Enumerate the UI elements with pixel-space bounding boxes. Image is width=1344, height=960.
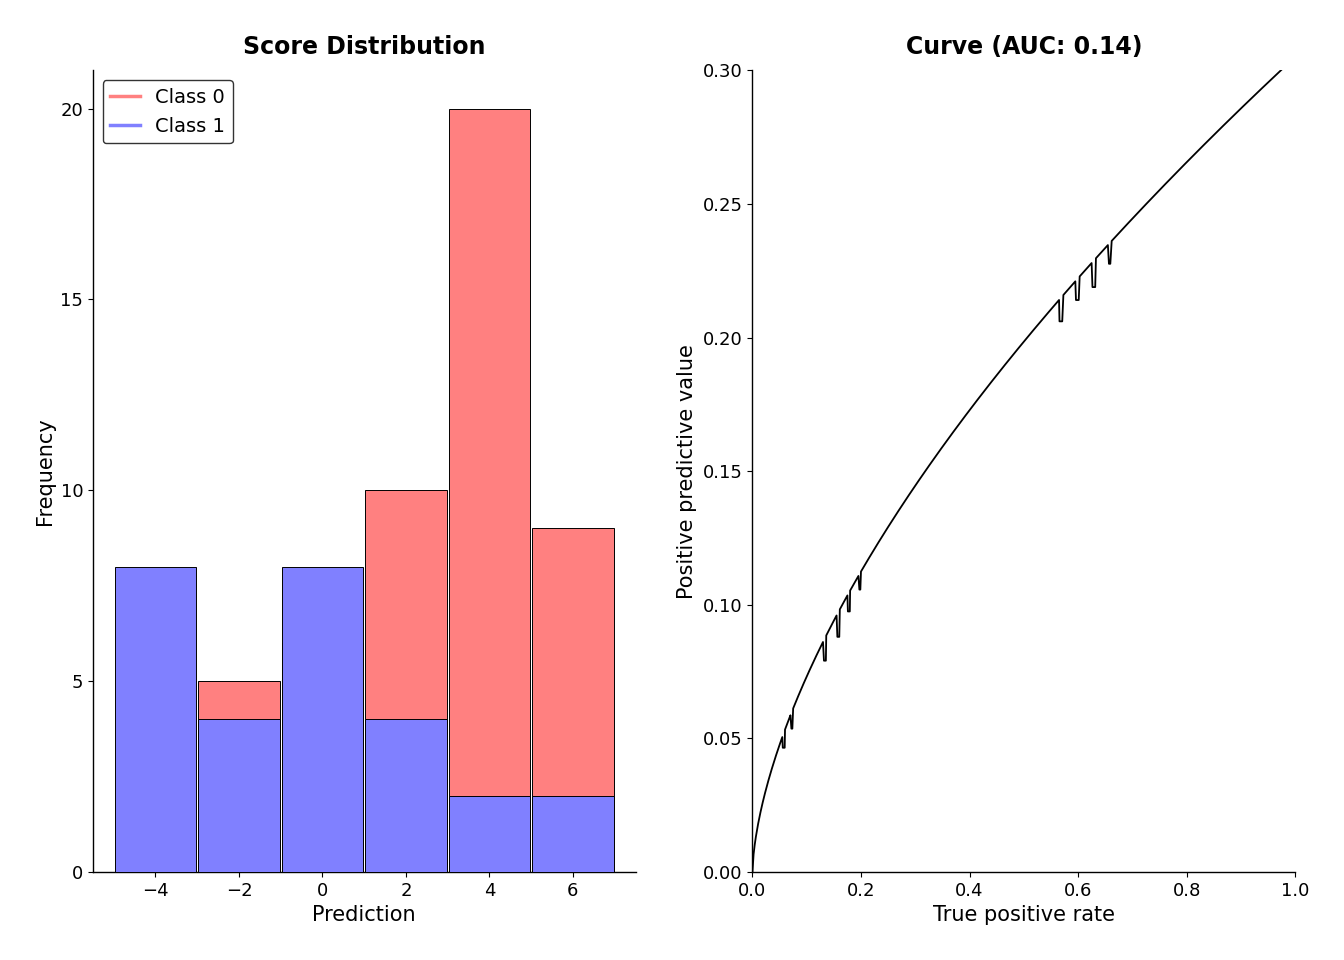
Y-axis label: Frequency: Frequency xyxy=(35,418,55,525)
Bar xyxy=(449,108,530,872)
Bar xyxy=(199,719,280,872)
Legend: Class 0, Class 1: Class 0, Class 1 xyxy=(102,80,233,143)
Bar xyxy=(199,682,280,872)
Title: Curve (AUC: 0.14): Curve (AUC: 0.14) xyxy=(906,35,1142,59)
X-axis label: True positive rate: True positive rate xyxy=(933,905,1114,925)
Bar xyxy=(282,566,363,872)
Bar xyxy=(366,491,446,872)
Bar xyxy=(114,566,196,872)
Bar xyxy=(532,796,614,872)
Title: Score Distribution: Score Distribution xyxy=(243,35,485,59)
Bar xyxy=(282,643,363,872)
Bar xyxy=(532,528,614,872)
Y-axis label: Positive predictive value: Positive predictive value xyxy=(677,344,698,599)
Bar xyxy=(449,796,530,872)
Bar xyxy=(366,719,446,872)
X-axis label: Prediction: Prediction xyxy=(312,905,417,925)
